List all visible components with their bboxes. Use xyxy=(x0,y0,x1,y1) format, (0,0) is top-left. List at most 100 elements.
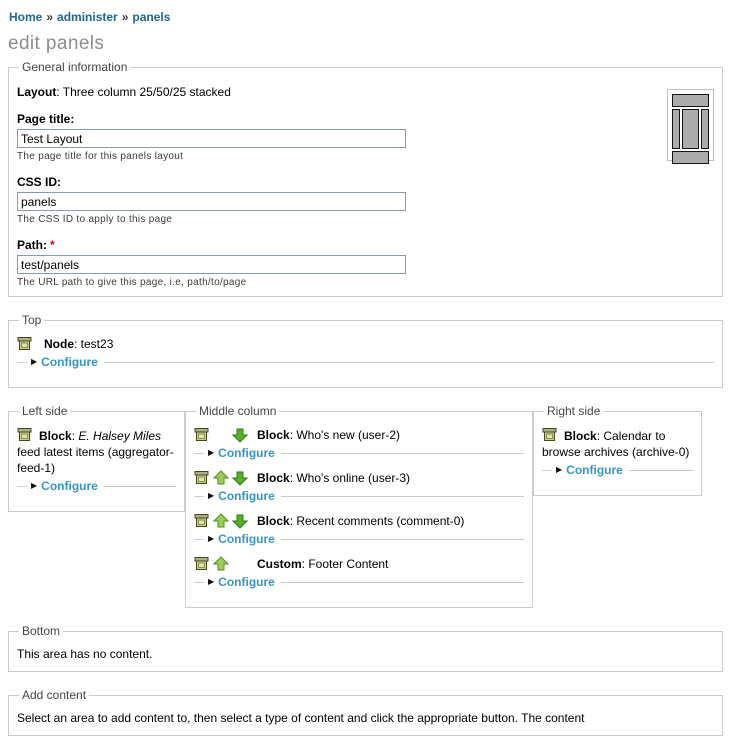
layout-thumbnail-left-col xyxy=(672,109,680,149)
configure-row: ▶ Configure xyxy=(542,463,693,477)
top-area-fieldset: Top Node: test23 ▶ Configure xyxy=(8,313,723,388)
layout-value: Three column 25/50/25 stacked xyxy=(62,85,231,99)
page-title-input[interactable] xyxy=(17,129,406,148)
path-field-description: The URL path to give this page, i.e, pat… xyxy=(17,277,247,288)
breadcrumb-link-home[interactable]: Home xyxy=(9,10,43,24)
item-title: Block: Who's online (user-3) xyxy=(257,471,410,485)
breadcrumb-link-administer[interactable]: administer xyxy=(57,10,118,24)
configure-row: ▶ Configure xyxy=(17,479,176,493)
right-side-legend: Right side xyxy=(547,404,601,418)
icon-spacer xyxy=(232,556,248,572)
separator: : xyxy=(301,557,309,571)
right-side-fieldset: Right side Block: Calendar to browse arc… xyxy=(533,404,702,496)
separator: : xyxy=(289,471,297,485)
configure-row: ▶ Configure xyxy=(194,575,524,589)
delete-icon[interactable] xyxy=(17,427,33,443)
move-down-icon[interactable] xyxy=(231,470,249,486)
panel-item: Block: E. Halsey Miles feed latest items… xyxy=(17,427,176,476)
panel-item: Block: Recent comments (comment-0) xyxy=(194,513,524,529)
add-content-fieldset: Add content Select an area to add conten… xyxy=(8,688,723,736)
layout-thumbnail-bottom-bar xyxy=(672,151,709,164)
dash-line xyxy=(194,452,204,454)
delete-icon[interactable] xyxy=(542,427,558,443)
configure-link[interactable]: Configure xyxy=(41,355,98,369)
separator-rule xyxy=(280,581,524,583)
item-name: Footer Content xyxy=(308,557,389,571)
panel-item: Block: Calendar to browse archives (arch… xyxy=(542,427,693,460)
path-field-label: Path: * xyxy=(17,238,55,252)
page-title: edit panels xyxy=(8,33,105,54)
top-area-legend: Top xyxy=(22,313,42,327)
panel-item: Node: test23 xyxy=(17,336,714,352)
separator: : xyxy=(71,429,79,443)
delete-icon[interactable] xyxy=(194,513,210,529)
delete-icon[interactable] xyxy=(194,470,210,486)
delete-icon[interactable] xyxy=(194,556,210,572)
expand-arrow-icon: ▶ xyxy=(556,465,563,474)
required-marker: * xyxy=(50,238,55,252)
move-up-icon[interactable] xyxy=(212,513,230,529)
item-name-emphasis: E. Halsey Miles xyxy=(78,429,162,443)
page-title-field-description: The page title for this panels layout xyxy=(17,151,184,162)
item-name: Who's online (user-3) xyxy=(296,471,411,485)
separator-rule xyxy=(280,452,524,454)
configure-link[interactable]: Configure xyxy=(566,463,623,477)
configure-link[interactable]: Configure xyxy=(41,479,98,493)
item-name: test23 xyxy=(80,337,114,351)
separator-rule xyxy=(280,495,524,497)
separator: : xyxy=(596,429,604,443)
item-name: Calendar to browse archives (archive-0) xyxy=(542,429,690,459)
expand-arrow-icon: ▶ xyxy=(208,577,215,586)
css-id-input[interactable] xyxy=(17,192,406,211)
expand-arrow-icon: ▶ xyxy=(31,357,38,366)
layout-summary: Layout: Three column 25/50/25 stacked xyxy=(17,85,714,99)
dash-line xyxy=(17,485,27,487)
dash-line xyxy=(194,581,204,583)
item-type: Block xyxy=(257,514,290,528)
expand-arrow-icon: ▶ xyxy=(208,448,215,457)
breadcrumb-link-panels[interactable]: panels xyxy=(132,10,171,24)
middle-column-fieldset: Middle column Block: Who's new (user-2) … xyxy=(185,404,533,608)
css-id-field-description: The CSS ID to apply to this page xyxy=(17,214,173,225)
item-type: Custom xyxy=(257,557,302,571)
separator: : xyxy=(74,337,81,351)
css-id-form-item: CSS ID: The CSS ID to apply to this page xyxy=(17,175,714,225)
configure-link[interactable]: Configure xyxy=(218,575,275,589)
configure-row: ▶ Configure xyxy=(194,446,524,460)
item-title: Node: test23 xyxy=(44,337,113,351)
move-up-icon[interactable] xyxy=(212,556,230,572)
configure-row: ▶ Configure xyxy=(194,489,524,503)
item-title: Custom: Footer Content xyxy=(257,557,388,571)
item-name: Recent comments (comment-0) xyxy=(296,514,465,528)
configure-link[interactable]: Configure xyxy=(218,489,275,503)
layout-thumbnail-right-col xyxy=(701,109,709,149)
separator: : xyxy=(289,514,297,528)
path-input[interactable] xyxy=(17,255,406,274)
separator: : xyxy=(56,85,63,99)
layout-thumbnail xyxy=(667,89,714,164)
move-down-icon[interactable] xyxy=(231,513,249,529)
general-information-fieldset: General information Layout: Three column… xyxy=(8,60,723,297)
css-id-field-label: CSS ID: xyxy=(17,175,62,189)
separator-rule xyxy=(103,361,714,363)
add-content-instructions: Select an area to add content to, then s… xyxy=(17,711,585,725)
move-down-icon[interactable] xyxy=(231,427,249,443)
item-type: Block xyxy=(257,428,290,442)
dash-line xyxy=(542,469,552,471)
icon-spacer xyxy=(213,427,229,443)
columns-row: Left side Block: E. Halsey Miles feed la… xyxy=(8,404,723,608)
layout-thumbnail-center-col xyxy=(682,109,699,149)
panel-item: Custom: Footer Content xyxy=(194,556,524,572)
separator-rule xyxy=(103,485,176,487)
configure-row: ▶ Configure xyxy=(17,355,714,369)
layout-thumbnail-top-bar xyxy=(672,94,709,107)
panel-item: Block: Who's online (user-3) xyxy=(194,470,524,486)
separator-rule xyxy=(628,469,693,471)
breadcrumb: Home» administer» panels xyxy=(0,0,731,24)
configure-link[interactable]: Configure xyxy=(218,446,275,460)
move-up-icon[interactable] xyxy=(212,470,230,486)
configure-link[interactable]: Configure xyxy=(218,532,275,546)
delete-icon[interactable] xyxy=(194,427,210,443)
path-form-item: Path:* The URL path to give this page, i… xyxy=(17,238,714,288)
delete-icon[interactable] xyxy=(17,336,33,352)
